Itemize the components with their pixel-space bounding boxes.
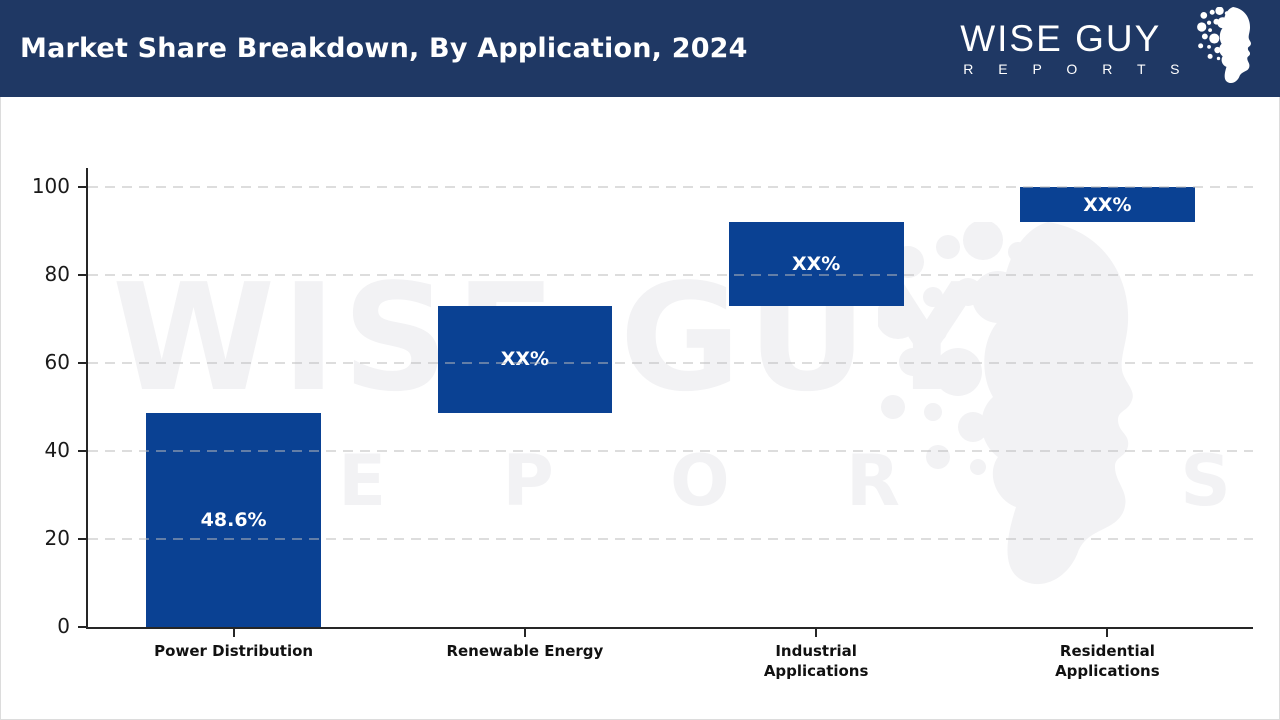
bar-value-label: 48.6% xyxy=(200,509,267,532)
waterfall-bar: XX% xyxy=(437,305,613,414)
gridline xyxy=(88,362,1253,364)
y-axis-tick-label: 80 xyxy=(44,262,70,286)
bar-value-label: XX% xyxy=(500,348,550,371)
x-axis-tick xyxy=(815,629,818,637)
y-axis-tick-label: 20 xyxy=(44,526,70,550)
y-axis-tick-label: 0 xyxy=(57,614,70,638)
logo-wordmark: WISE GUY R E P O R T S xyxy=(960,20,1190,77)
y-axis-tick xyxy=(78,626,86,628)
y-axis-tick xyxy=(78,186,86,188)
waterfall-bar: XX% xyxy=(728,222,904,306)
wise-guy-logo: WISE GUY R E P O R T S xyxy=(960,6,1262,91)
x-axis-category-label: Renewable Energy xyxy=(446,642,604,660)
header: Market Share Breakdown, By Application, … xyxy=(0,0,1280,97)
y-axis-tick xyxy=(78,362,86,364)
logo-subtitle-text: R E P O R T S xyxy=(963,61,1190,77)
y-axis-tick xyxy=(78,538,86,540)
x-axis-tick xyxy=(1106,629,1109,637)
y-axis-tick xyxy=(78,274,86,276)
x-axis-line xyxy=(86,627,1253,629)
plot-area: 0 20 40 60 80 100 48.6% Power Distribution XX% Re… xyxy=(32,168,1253,680)
y-axis-line xyxy=(86,168,88,629)
logo-head-icon xyxy=(1197,6,1252,83)
y-axis-tick-label: 60 xyxy=(44,350,70,374)
logo-title-text: WISE GUY xyxy=(960,18,1162,59)
x-axis-category-label: Power Distribution xyxy=(154,642,314,660)
y-axis-tick-label: 40 xyxy=(44,438,70,462)
x-axis-tick xyxy=(523,629,526,637)
watermark-face-icon xyxy=(878,222,1133,585)
gridline xyxy=(88,186,1253,188)
x-axis-category-label: Residential Applications xyxy=(1055,642,1160,681)
x-axis-category-label: Industrial Applications xyxy=(763,642,869,681)
gridline xyxy=(88,450,1253,452)
bar-value-label: XX% xyxy=(791,253,841,276)
y-axis-tick xyxy=(78,450,86,452)
waterfall-bar: 48.6% xyxy=(146,413,321,627)
gridline xyxy=(88,538,1253,540)
gridline xyxy=(88,274,1253,276)
bar-value-label: XX% xyxy=(1083,193,1132,216)
waterfall-bar: XX% xyxy=(1020,187,1195,223)
x-axis-tick xyxy=(232,629,235,637)
page-title: Market Share Breakdown, By Application, … xyxy=(20,33,748,64)
y-axis-tick-label: 100 xyxy=(31,174,70,198)
